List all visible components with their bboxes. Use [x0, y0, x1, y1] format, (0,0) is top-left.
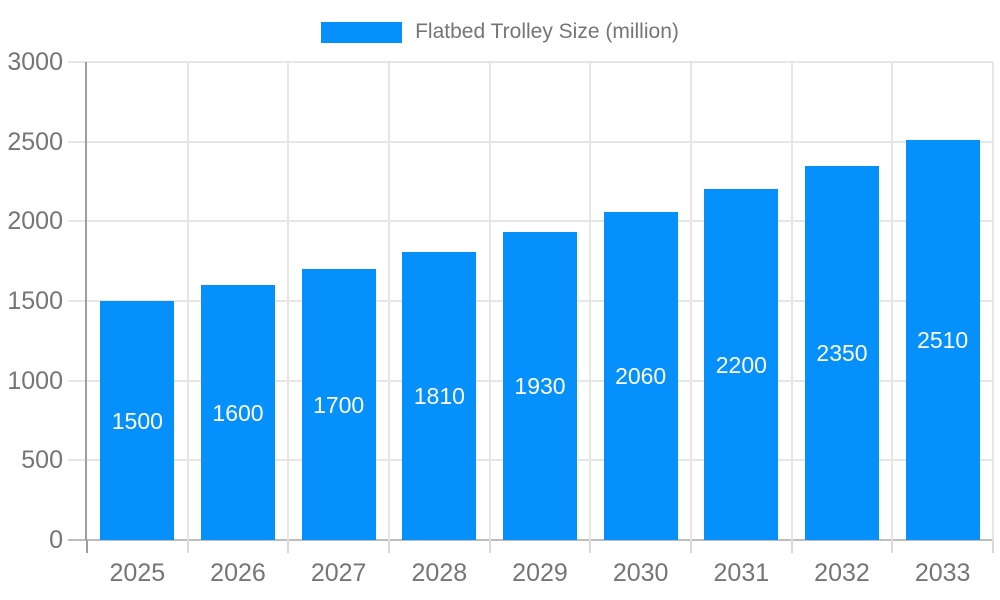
y-axis-tick-label: 1000: [7, 366, 63, 395]
x-axis-tick: [488, 540, 491, 553]
bar-2025: [100, 301, 175, 540]
bar-2027: [301, 269, 376, 540]
x-axis-tick: [589, 540, 592, 553]
y-axis-tick-label: 500: [21, 446, 63, 475]
bar-2030: [603, 211, 678, 540]
x-axis-tick: [891, 540, 894, 553]
gridline-horizontal: [87, 61, 993, 63]
bar-value-label: 1600: [212, 399, 264, 426]
bar-value-label: 1500: [111, 407, 163, 434]
bar-2028: [402, 251, 477, 540]
x-axis-tick-label: 2033: [914, 559, 971, 587]
gridline-vertical: [186, 62, 189, 540]
y-axis-tick: [68, 300, 87, 302]
gridline-vertical: [790, 62, 793, 540]
x-axis-tick: [287, 540, 290, 553]
y-axis-tick-label: 2000: [7, 207, 63, 236]
y-axis-line: [85, 62, 87, 540]
bar-2033: [905, 140, 980, 540]
y-axis-tick-label: 3000: [7, 48, 63, 76]
bar-value-label: 2510: [917, 327, 969, 354]
gridline-vertical: [388, 62, 390, 540]
chart-legend[interactable]: Flatbed Trolley Size (million): [0, 17, 1000, 47]
y-axis-tick: [68, 459, 87, 462]
y-axis-tick: [68, 539, 87, 541]
x-axis-tick: [690, 540, 692, 553]
x-axis-tick-label: 2031: [713, 559, 770, 587]
gridline-horizontal: [87, 220, 993, 223]
gridline-horizontal: [87, 539, 993, 541]
bar-2029: [503, 232, 577, 540]
x-axis-tick: [992, 540, 994, 553]
x-axis-tick-label: 2027: [310, 559, 367, 587]
legend-swatch: [321, 21, 403, 43]
x-axis-tick-label: 2025: [109, 559, 166, 587]
x-axis-tick-label: 2030: [612, 559, 669, 587]
gridline-vertical: [992, 62, 994, 540]
bar-value-label: 2200: [715, 351, 767, 378]
legend-label: Flatbed Trolley Size (million): [415, 20, 679, 43]
y-axis-tick: [68, 379, 87, 382]
y-axis-tick-label: 2500: [7, 127, 63, 156]
gridline-vertical: [690, 62, 692, 540]
y-axis-tick: [68, 61, 87, 63]
x-axis-tick: [388, 540, 390, 553]
x-axis-tick-label: 2032: [814, 559, 870, 587]
y-axis-tick-label: 0: [49, 526, 63, 554]
y-axis-tick: [68, 220, 87, 223]
x-axis-tick-label: 2028: [411, 559, 468, 587]
y-axis-tick: [68, 140, 87, 143]
x-axis-tick-label: 2029: [512, 559, 568, 587]
bar-2026: [201, 285, 275, 540]
x-axis-tick: [186, 540, 189, 553]
x-axis-tick: [790, 540, 793, 553]
gridline-vertical: [891, 62, 894, 540]
x-axis-tick-label: 2026: [210, 559, 266, 587]
bar-value-label: 2350: [816, 339, 868, 366]
bar-value-label: 1700: [313, 391, 365, 418]
gridline-horizontal: [87, 140, 993, 143]
gridline-vertical: [488, 62, 491, 540]
bar-value-label: 1810: [413, 382, 465, 409]
bar-value-label: 2060: [615, 362, 667, 389]
y-axis-tick-label: 1500: [7, 287, 63, 315]
gridline-vertical: [589, 62, 592, 540]
bar-2031: [704, 189, 779, 540]
gridline-vertical: [287, 62, 290, 540]
bar-2032: [805, 165, 879, 540]
x-axis-tick: [86, 540, 88, 553]
bar-value-label: 1930: [514, 373, 566, 400]
